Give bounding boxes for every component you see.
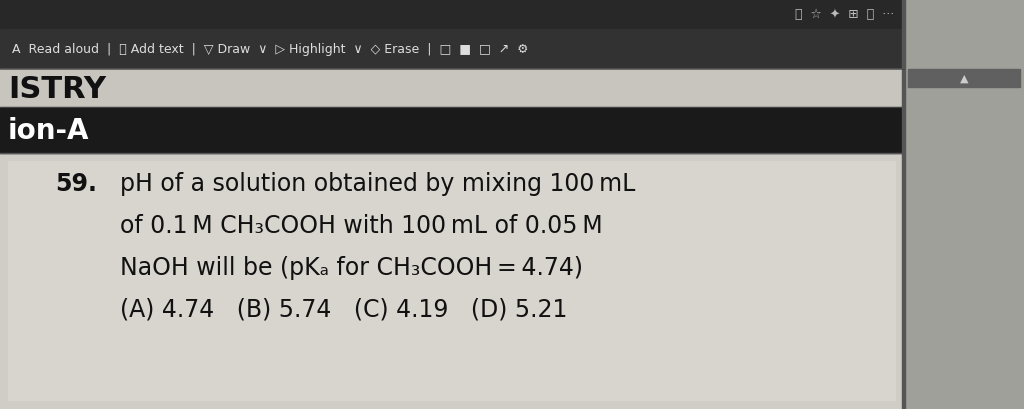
Bar <box>908 70 1020 88</box>
Bar <box>0 154 904 409</box>
Bar <box>8 162 896 401</box>
Bar <box>0 0 1024 30</box>
Text: of 0.1 M CH₃COOH with 100 mL of 0.05 M: of 0.1 M CH₃COOH with 100 mL of 0.05 M <box>120 213 603 237</box>
Text: A  Read aloud  |  Ⓣ Add text  |  ▽ Draw  ∨  ▷ Highlight  ∨  ◇ Erase  |  □  ■  □ : A Read aloud | Ⓣ Add text | ▽ Draw ∨ ▷ H… <box>12 43 528 56</box>
Text: 🔍  ☆  ✦  ⊞  👤  ···: 🔍 ☆ ✦ ⊞ 👤 ··· <box>795 9 894 21</box>
Text: ion-A: ion-A <box>8 117 89 145</box>
Text: (A) 4.74   (B) 5.74   (C) 4.19   (D) 5.21: (A) 4.74 (B) 5.74 (C) 4.19 (D) 5.21 <box>120 297 567 321</box>
Text: ▲: ▲ <box>959 74 969 84</box>
Text: 59.: 59. <box>55 172 97 196</box>
Bar <box>0 30 904 70</box>
Text: pH of a solution obtained by mixing 100 mL: pH of a solution obtained by mixing 100 … <box>120 172 635 196</box>
Text: NaOH will be (pKₐ for CH₃COOH = 4.74): NaOH will be (pKₐ for CH₃COOH = 4.74) <box>120 255 583 279</box>
Bar <box>0 108 904 154</box>
Bar <box>902 0 905 409</box>
Bar <box>0 70 904 108</box>
Bar <box>904 0 1024 409</box>
Text: ISTRY: ISTRY <box>8 74 106 103</box>
